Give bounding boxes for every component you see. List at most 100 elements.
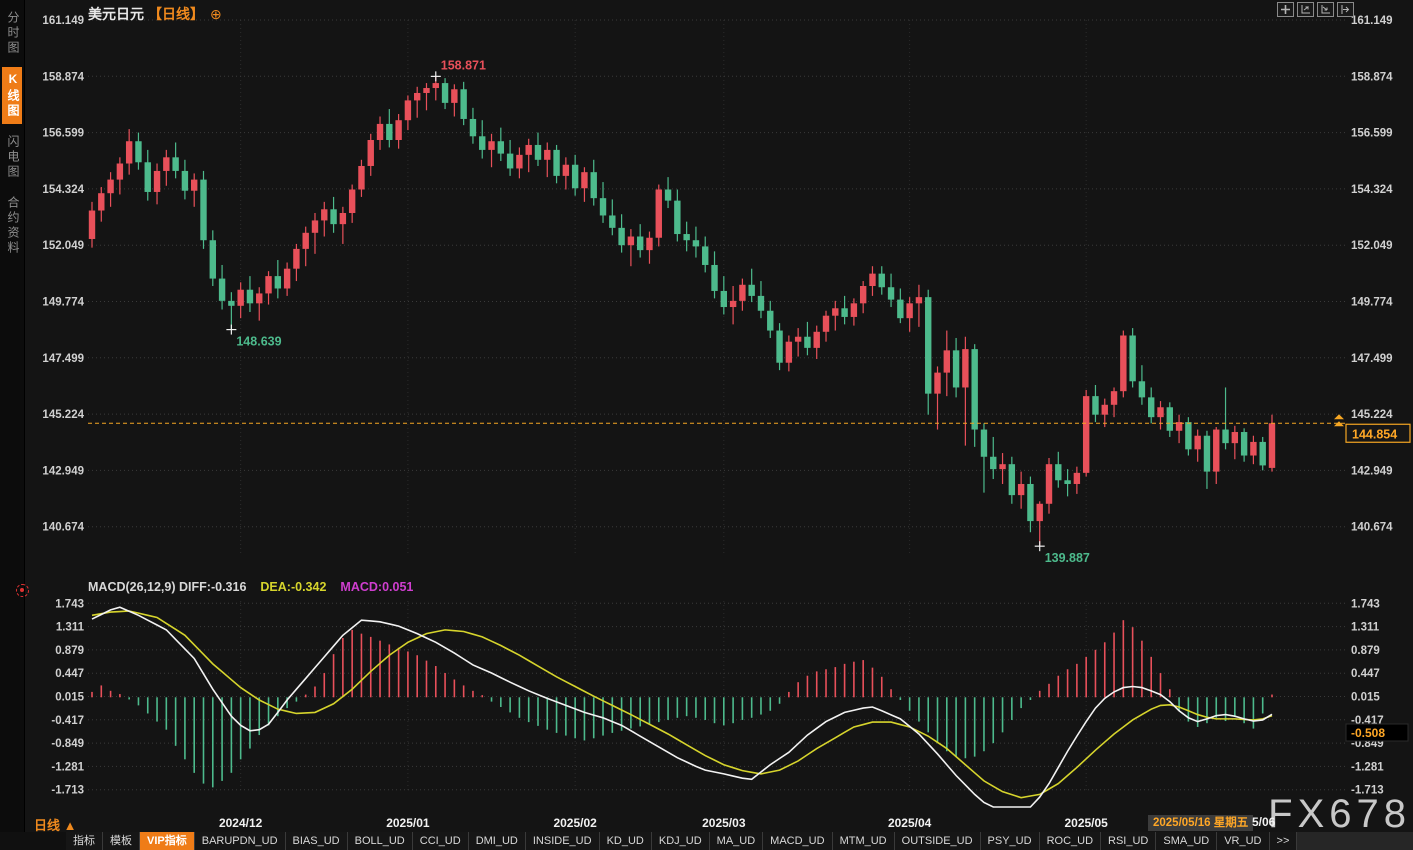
toolbar-item-rsi_ud[interactable]: RSI_UD: [1101, 832, 1157, 850]
toolbar-item-sma_ud[interactable]: SMA_UD: [1156, 832, 1218, 850]
svg-text:154.324: 154.324: [1351, 184, 1393, 196]
watermark: FX678: [1268, 792, 1411, 836]
svg-text:0.879: 0.879: [55, 645, 84, 657]
chevron-up-icon: ▲: [63, 818, 77, 833]
rail-tab-2[interactable]: 闪电图: [6, 135, 20, 180]
svg-text:148.639: 148.639: [236, 335, 281, 349]
svg-text:2025/02: 2025/02: [553, 816, 597, 830]
toolbar-item-bias_ud[interactable]: BIAS_UD: [286, 832, 348, 850]
grid-layer: [88, 19, 1345, 791]
svg-text:1.743: 1.743: [55, 598, 84, 610]
toolbar-stub: [0, 832, 66, 850]
candles-layer[interactable]: [88, 76, 1276, 547]
chart-tool-buttons: [1277, 2, 1354, 17]
toolbar-item-boll_ud[interactable]: BOLL_UD: [348, 832, 413, 850]
toolbar-item-ma_ud[interactable]: MA_UD: [710, 832, 764, 850]
x-axis-tick-label: 5/06: [1252, 815, 1276, 829]
macd-title: MACD(26,12,9) DIFF:-0.316: [88, 580, 247, 594]
toolbar-item-[interactable]: 指标: [66, 832, 103, 850]
svg-text:158.874: 158.874: [42, 71, 84, 83]
macd-target-icon[interactable]: [16, 584, 29, 597]
toolbar-item-[interactable]: >>: [1270, 832, 1298, 850]
svg-text:149.774: 149.774: [42, 296, 84, 308]
svg-text:1.743: 1.743: [1351, 598, 1380, 610]
period-selector[interactable]: 日线 ▲: [34, 818, 77, 833]
svg-text:156.599: 156.599: [1351, 128, 1393, 140]
toolbar-item-inside_ud[interactable]: INSIDE_UD: [526, 832, 600, 850]
chart-canvas[interactable]: 2024/12 2025/01 2025/02 2025/03 2025/04 2025/…: [0, 0, 1413, 832]
svg-text:158.871: 158.871: [441, 58, 486, 72]
toolbar-item-[interactable]: 模板: [103, 832, 140, 850]
svg-text:147.499: 147.499: [1351, 353, 1393, 365]
period-tag: 【日线】: [148, 6, 204, 22]
svg-text:149.774: 149.774: [1351, 296, 1393, 308]
symbol-name: 美元日元: [88, 6, 144, 22]
crosshair-date-label: 2025/05/16 星期五: [1148, 815, 1254, 831]
chart-title: 美元日元 【日线】 ⊕: [88, 4, 222, 24]
toolbar-filler: [1297, 832, 1413, 850]
svg-text:0.447: 0.447: [1351, 668, 1380, 680]
toolbar-item-outside_ud[interactable]: OUTSIDE_UD: [895, 832, 981, 850]
toolbar-item-macd_ud[interactable]: MACD_UD: [763, 832, 833, 850]
svg-text:0.447: 0.447: [55, 668, 84, 680]
macd-crosshair-label: -0.508: [1351, 726, 1385, 740]
add-indicator-icon[interactable]: ⊕: [210, 6, 222, 22]
macd-bar-value: MACD:0.051: [340, 580, 414, 594]
scale-axis-right-icon[interactable]: [1317, 2, 1334, 17]
svg-text:0.015: 0.015: [55, 691, 84, 703]
toolbar-item-dmi_ud[interactable]: DMI_UD: [469, 832, 526, 850]
svg-text:140.674: 140.674: [42, 522, 84, 534]
indicator-toolbar: 指标 模板 VIP指标 BARUPDN_UD BIAS_UD BOLL_UD CCI_UD D…: [0, 832, 1413, 850]
toolbar-item-psy_ud[interactable]: PSY_UD: [981, 832, 1040, 850]
svg-text:161.149: 161.149: [1351, 15, 1393, 27]
toolbar-item-mtm_ud[interactable]: MTM_UD: [833, 832, 895, 850]
toolbar-item-vip[interactable]: VIP指标: [140, 832, 195, 850]
svg-text:156.599: 156.599: [42, 128, 84, 140]
toolbar-item-kd_ud[interactable]: KD_UD: [600, 832, 652, 850]
toolbar-item-roc_ud[interactable]: ROC_UD: [1040, 832, 1102, 850]
left-tab-rail: 分时图 K线图闪电图合约资料: [0, 0, 25, 850]
svg-text:-1.713: -1.713: [51, 785, 84, 797]
svg-text:-0.849: -0.849: [51, 738, 84, 750]
svg-text:152.049: 152.049: [42, 240, 84, 252]
crosshair-icon[interactable]: [1277, 2, 1294, 17]
svg-text:2025/05: 2025/05: [1064, 816, 1108, 830]
svg-text:161.149: 161.149: [42, 15, 84, 27]
macd-layer[interactable]: [91, 606, 1273, 808]
svg-text:152.049: 152.049: [1351, 240, 1393, 252]
svg-text:0.015: 0.015: [1351, 691, 1380, 703]
dea-line: [91, 610, 1273, 799]
toolbar-item-cci_ud[interactable]: CCI_UD: [413, 832, 469, 850]
svg-text:-1.713: -1.713: [1351, 785, 1384, 797]
svg-text:1.311: 1.311: [56, 622, 85, 634]
pan-to-latest-icon[interactable]: [1337, 2, 1354, 17]
svg-text:154.324: 154.324: [42, 184, 84, 196]
svg-text:140.674: 140.674: [1351, 522, 1393, 534]
macd-dea-value: DEA:-0.342: [260, 580, 327, 594]
toolbar-item-barupdn_ud[interactable]: BARUPDN_UD: [195, 832, 286, 850]
svg-text:2025/01: 2025/01: [386, 816, 430, 830]
scale-axis-left-icon[interactable]: [1297, 2, 1314, 17]
toolbar-item-kdj_ud[interactable]: KDJ_UD: [652, 832, 710, 850]
toolbar-item-vr_ud[interactable]: VR_UD: [1217, 832, 1270, 850]
annotations-layer: 144.854 158.871 148.639 139.887 -0.508: [88, 58, 1411, 742]
macd-indicator-header: MACD(26,12,9) DIFF:-0.316 DEA:-0.342 MACD:…: [88, 580, 413, 594]
svg-text:2024/12: 2024/12: [219, 816, 263, 830]
current-price-label: 144.854: [1352, 427, 1397, 441]
svg-text:142.949: 142.949: [1351, 465, 1393, 477]
svg-text:-1.281: -1.281: [51, 761, 84, 773]
svg-text:0.879: 0.879: [1351, 645, 1380, 657]
svg-text:145.224: 145.224: [1351, 409, 1393, 421]
rail-tab-0[interactable]: 分时图: [6, 11, 20, 56]
svg-text:139.887: 139.887: [1045, 551, 1090, 565]
svg-text:147.499: 147.499: [42, 353, 84, 365]
svg-text:145.224: 145.224: [42, 409, 84, 421]
rail-tab-1[interactable]: K线图: [2, 67, 22, 124]
svg-text:1.311: 1.311: [1351, 622, 1380, 634]
diff-line: [91, 606, 1273, 808]
rail-tab-3[interactable]: 合约资料: [6, 196, 20, 256]
svg-text:2025/03: 2025/03: [702, 816, 746, 830]
svg-text:-1.281: -1.281: [1351, 761, 1384, 773]
svg-text:142.949: 142.949: [42, 465, 84, 477]
